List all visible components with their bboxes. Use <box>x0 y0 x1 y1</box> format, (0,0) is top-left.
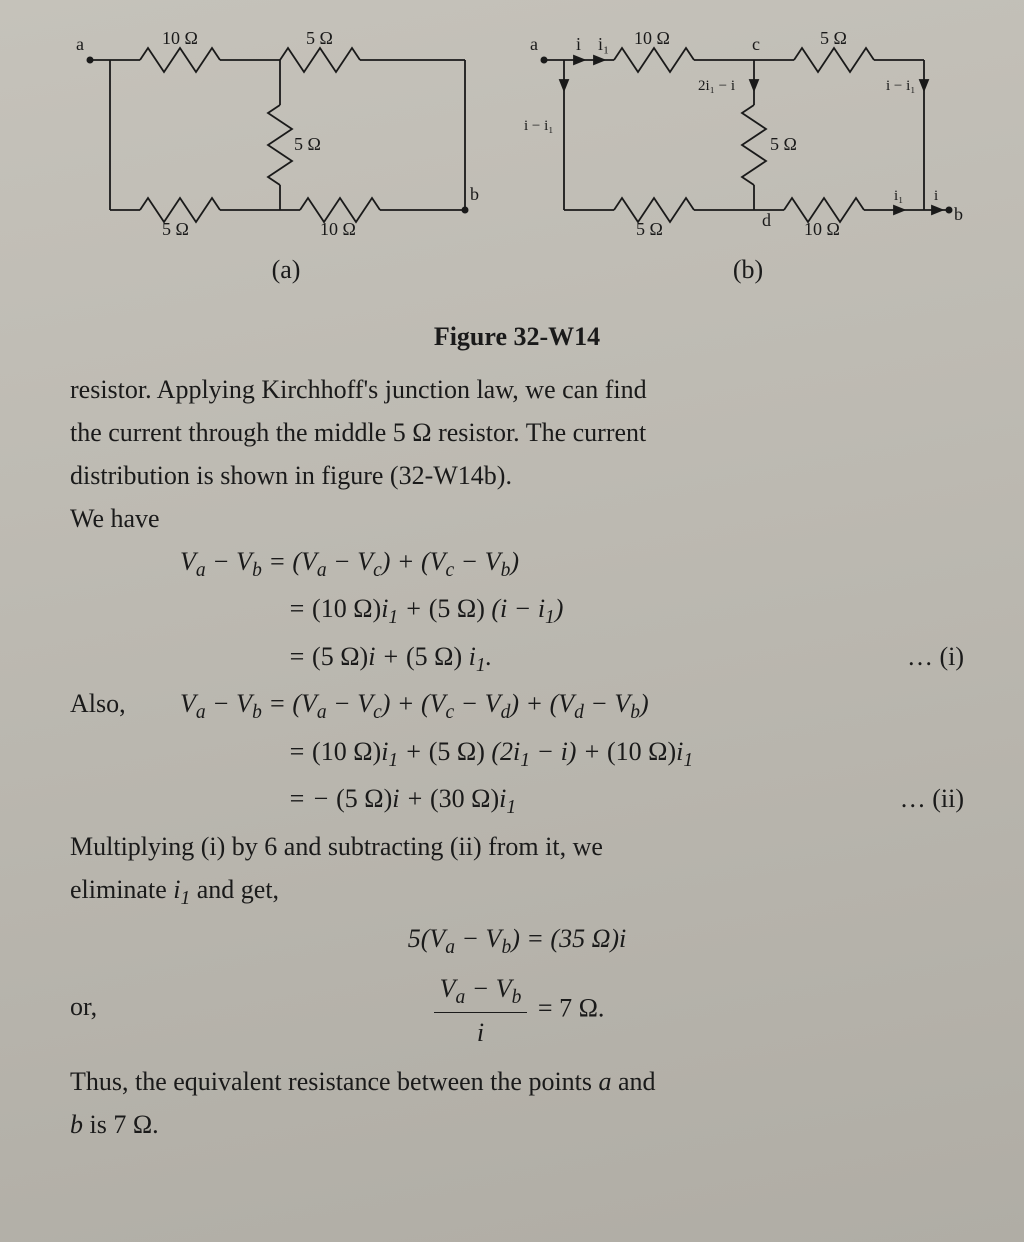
subcaption-a: (a) <box>70 250 502 289</box>
node-a-label: a <box>76 34 84 54</box>
r-top-left-label: 10 Ω <box>634 28 670 48</box>
r-bot-left-label: 5 Ω <box>636 219 663 239</box>
r-bot-left-label: 5 Ω <box>162 219 189 239</box>
eq2-line2: = (10 Ω)i1 + (5 Ω) (2i1 − i) + (10 Ω)i1 <box>70 732 964 775</box>
r-bot-right-label: 10 Ω <box>320 219 356 239</box>
i-minus-i1-right: i − i₁ <box>886 78 916 94</box>
circuit-a-svg: a b 10 Ω 5 Ω 5 Ω 5 Ω 10 Ω <box>70 20 490 240</box>
para3-line2: b is 7 Ω. <box>70 1105 964 1144</box>
r-mid-label: 5 Ω <box>770 134 797 154</box>
circuit-row: a b 10 Ω 5 Ω 5 Ω 5 Ω 10 Ω <box>70 20 964 240</box>
eq2-line1: Also, Va − Vb = (Va − Vc) + (Vc − Vd) + … <box>70 684 964 727</box>
para2-line1: Multiplying (i) by 6 and subtracting (ii… <box>70 827 964 866</box>
we-have: We have <box>70 499 964 538</box>
subcaption-row: (a) (b) <box>70 250 964 307</box>
r-mid-label: 5 Ω <box>294 134 321 154</box>
figure-caption: Figure 32-W14 <box>70 317 964 356</box>
para1-line1: resistor. Applying Kirchhoff's junction … <box>70 370 964 409</box>
i1-bottom: i₁ <box>894 188 903 204</box>
eq4-rhs: = 7 Ω. <box>538 993 605 1022</box>
circuit-b-svg: a i i₁ c b d i − i₁ 2i₁ − i i − i₁ i₁ i … <box>524 20 964 240</box>
i-bottom: i <box>934 188 938 204</box>
eq3: 5(Va − Vb) = (35 Ω)i <box>70 919 964 962</box>
eq1-line2: = (10 Ω)i1 + (5 Ω) (i − i1) <box>70 589 964 632</box>
r-bot-right-label: 10 Ω <box>804 219 840 239</box>
eq2-num: … (ii) <box>900 779 964 818</box>
para1-line2: the current through the middle 5 Ω resis… <box>70 413 964 452</box>
node-a-label: a <box>530 34 538 54</box>
para2-line2: eliminate i1 and get, <box>70 870 964 913</box>
i-label: i <box>576 34 581 54</box>
node-c-label: c <box>752 34 760 54</box>
eq1-line3: = (5 Ω)i + (5 Ω) i1. … (i) <box>70 637 964 680</box>
i1-label: i₁ <box>598 34 609 54</box>
node-d-label: d <box>762 210 771 230</box>
eq1-num: … (i) <box>907 637 964 676</box>
subcaption-b: (b) <box>532 250 964 289</box>
para3-line1: Thus, the equivalent resistance between … <box>70 1062 964 1101</box>
page: a b 10 Ω 5 Ω 5 Ω 5 Ω 10 Ω <box>0 0 1024 1242</box>
or-label: or, <box>70 987 97 1026</box>
circuit-b: a i i₁ c b d i − i₁ 2i₁ − i i − i₁ i₁ i … <box>524 20 964 240</box>
node-b-label: b <box>470 184 479 204</box>
eq4: or, Va − Vb i = 7 Ω. <box>70 969 964 1052</box>
i-minus-i1-left: i − i₁ <box>524 118 554 134</box>
also-label: Also, <box>70 684 126 723</box>
r-top-left-label: 10 Ω <box>162 28 198 48</box>
node-b-label: b <box>954 204 963 224</box>
para1-line3: distribution is shown in figure (32-W14b… <box>70 456 964 495</box>
two-i1-minus-i: 2i₁ − i <box>698 78 735 94</box>
eq1-line1: Va − Vb = (Va − Vc) + (Vc − Vb) <box>70 542 964 585</box>
circuit-a: a b 10 Ω 5 Ω 5 Ω 5 Ω 10 Ω <box>70 20 494 240</box>
r-top-right-label: 5 Ω <box>306 28 333 48</box>
eq2-line3: = − (5 Ω)i + (30 Ω)i1 … (ii) <box>70 779 964 822</box>
r-top-right-label: 5 Ω <box>820 28 847 48</box>
